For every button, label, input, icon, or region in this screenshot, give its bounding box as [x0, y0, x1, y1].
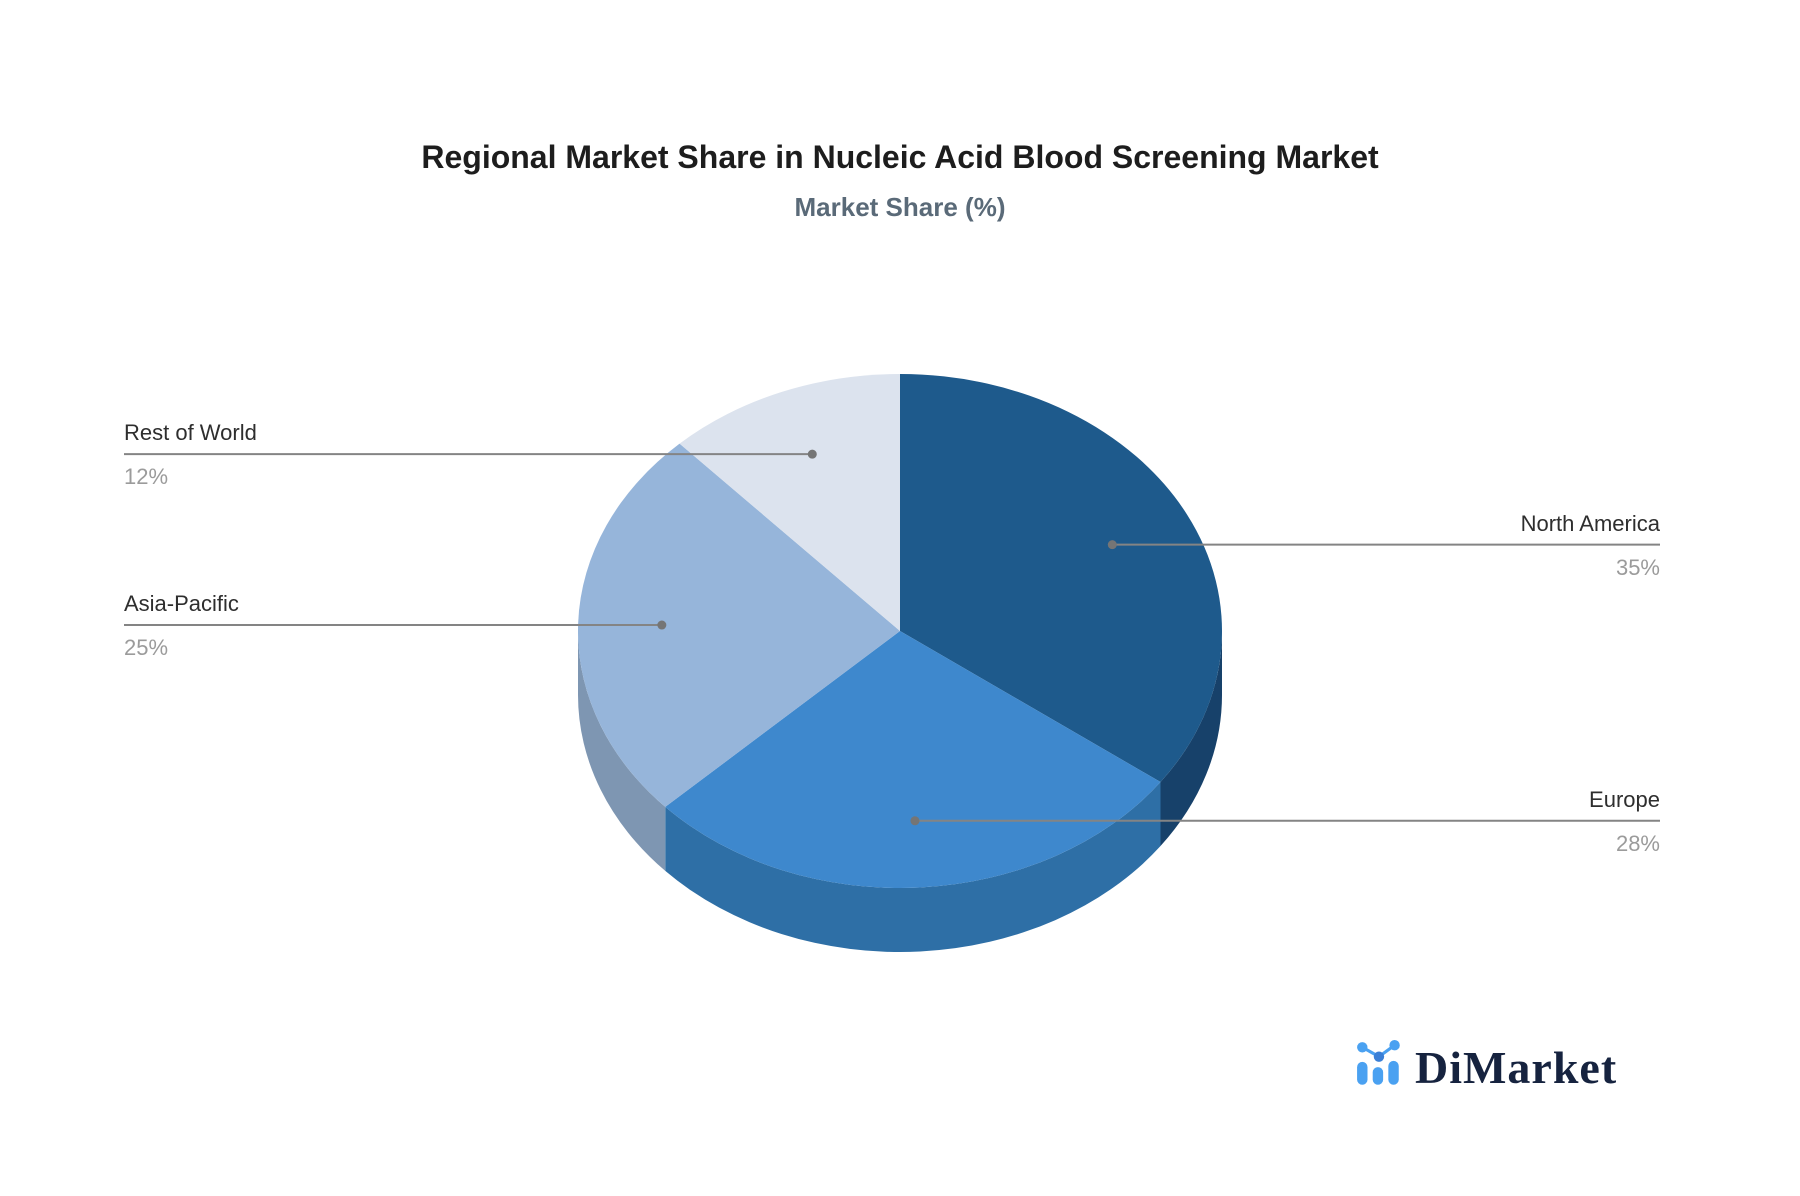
pie-slice-side-asia-pacific	[578, 631, 666, 871]
pie-slice-side-north-america	[1160, 631, 1222, 847]
callout-label-rest-of-world: Rest of World	[124, 420, 257, 446]
callout-label-north-america: North America	[1520, 510, 1660, 536]
bar-chart-logo-icon	[1357, 1040, 1400, 1085]
callout-value-rest-of-world: 12%	[124, 464, 169, 490]
logo-text: DiMarket	[1415, 1041, 1618, 1093]
callout-label-europe: Europe	[1589, 786, 1660, 812]
chart-title: Regional Market Share in Nucleic Acid Bl…	[421, 139, 1379, 175]
dimarket-logo: DiMarket	[1356, 1040, 1617, 1090]
callout-value-europe: 28%	[1615, 830, 1660, 856]
callout-value-north-america: 35%	[1615, 554, 1660, 580]
pie-slice-europe[interactable]	[665, 631, 1161, 889]
chart-subtitle: Market Share (%)	[794, 192, 1006, 222]
callout-label-asia-pacific: Asia-Pacific	[124, 591, 239, 617]
pie-slice-side-europe	[665, 782, 1161, 952]
callout-dot-asia-pacific	[657, 620, 667, 630]
callout-dot-europe	[910, 816, 920, 826]
callout-dot-north-america	[1107, 540, 1117, 550]
pie-slice-asia-pacific[interactable]	[577, 443, 900, 807]
pie-slice-north-america[interactable]	[900, 374, 1222, 783]
pie-slice-rest-of-world[interactable]	[679, 374, 900, 631]
callout-value-asia-pacific: 25%	[124, 635, 169, 661]
callout-dot-rest-of-world	[807, 449, 817, 459]
